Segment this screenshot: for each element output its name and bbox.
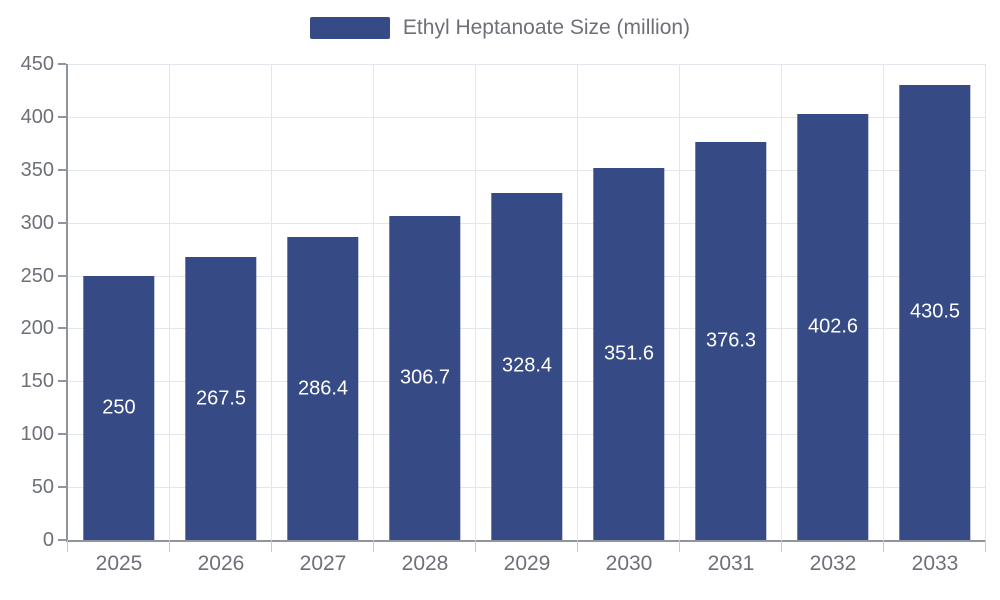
x-axis-tick-label: 2029 <box>503 552 551 575</box>
bar-value-label: 250 <box>102 396 136 419</box>
x-axis-tick-label: 2033 <box>911 552 959 575</box>
bar-2026[interactable]: 267.5 <box>185 257 257 540</box>
y-axis-tick <box>58 63 66 65</box>
x-axis-tick-label: 2030 <box>605 552 653 575</box>
bar-2029[interactable]: 328.4 <box>491 192 563 540</box>
bar-value-label: 430.5 <box>909 300 961 323</box>
bar-2027[interactable]: 286.4 <box>287 237 359 540</box>
bar-value-label: 267.5 <box>195 387 247 410</box>
y-axis-tick <box>58 168 66 171</box>
y-axis-tick-label: 300 <box>20 211 54 234</box>
gridline-vertical <box>270 64 272 540</box>
legend-label: Ethyl Heptanoate Size (million) <box>402 16 691 39</box>
x-axis-tick-label: 2031 <box>707 552 755 575</box>
bar-value-label: 376.3 <box>705 329 757 352</box>
x-axis-tick-label: 2032 <box>809 552 857 575</box>
y-axis-tick <box>58 221 66 224</box>
x-axis-tick <box>168 540 170 552</box>
bar-2032[interactable]: 402.6 <box>797 114 869 540</box>
bar-2030[interactable]: 351.6 <box>593 168 665 540</box>
y-axis-tick <box>58 539 66 541</box>
gridline-horizontal <box>68 116 986 118</box>
x-axis-tick-label: 2028 <box>401 552 449 575</box>
x-axis-line <box>66 540 986 542</box>
y-axis-tick <box>58 115 66 118</box>
y-axis-tick-label: 250 <box>20 264 54 287</box>
y-axis-tick-label: 200 <box>20 317 54 340</box>
y-axis-tick-label: 450 <box>20 53 54 75</box>
bar-value-label: 402.6 <box>807 315 859 338</box>
y-axis-labels: 0 50 100 150 200 250 300 350 400 450 <box>0 53 54 551</box>
bar-value-label: 286.4 <box>297 377 349 400</box>
gridline-horizontal <box>68 64 986 65</box>
bar-2033[interactable]: 430.5 <box>899 84 971 540</box>
y-axis-tick <box>58 433 66 436</box>
x-axis-tick <box>67 540 68 552</box>
y-axis-tick-label: 350 <box>20 158 54 181</box>
gridline-vertical <box>985 64 986 540</box>
gridline-horizontal <box>68 169 986 171</box>
gridline-vertical <box>577 64 578 540</box>
bar-value-label: 328.4 <box>501 354 553 377</box>
gridline-vertical <box>882 64 884 540</box>
legend-swatch-icon <box>309 17 390 39</box>
x-axis-labels: 2025 2026 2027 2028 2029 2030 2031 2032 2033 <box>68 552 986 582</box>
bar-2025[interactable]: 250 <box>83 275 155 540</box>
x-axis-tick <box>678 540 680 552</box>
y-axis-tick-label: 150 <box>20 370 54 393</box>
x-axis-tick-label: 2027 <box>299 552 347 575</box>
y-axis-tick <box>58 380 66 383</box>
bar-2028[interactable]: 306.7 <box>389 215 461 540</box>
bar-value-label: 306.7 <box>399 366 451 389</box>
bar-2031[interactable]: 376.3 <box>695 141 767 540</box>
y-axis-tick-label: 50 <box>31 476 54 499</box>
y-axis-tick-label: 400 <box>20 105 54 128</box>
x-axis-tick <box>577 540 578 552</box>
y-axis-tick <box>58 327 66 330</box>
x-axis-tick-label: 2026 <box>197 552 245 575</box>
plot-area: 250 267.5 286.4 306.7 328.4 351.6 376.3 402.6 43… <box>58 63 986 552</box>
x-axis-tick <box>882 540 884 552</box>
x-axis-tick <box>372 540 374 552</box>
gridline-vertical <box>678 64 680 540</box>
x-axis-tick <box>985 540 986 552</box>
legend[interactable]: Ethyl Heptanoate Size (million) <box>0 16 1000 40</box>
y-axis-tick <box>58 486 66 489</box>
y-axis-line <box>66 64 68 542</box>
gridline-vertical <box>781 64 782 540</box>
y-axis-tick-label: 0 <box>42 529 54 551</box>
bar-value-label: 351.6 <box>603 342 655 365</box>
y-axis-tick <box>58 274 66 277</box>
x-axis-tick <box>270 540 272 552</box>
gridline-vertical <box>474 64 476 540</box>
x-axis-tick <box>781 540 782 552</box>
x-axis-tick <box>474 540 476 552</box>
y-axis-tick-label: 100 <box>20 423 54 446</box>
gridline-vertical <box>168 64 170 540</box>
x-axis-tick-label: 2025 <box>95 552 143 575</box>
gridline-vertical <box>372 64 374 540</box>
